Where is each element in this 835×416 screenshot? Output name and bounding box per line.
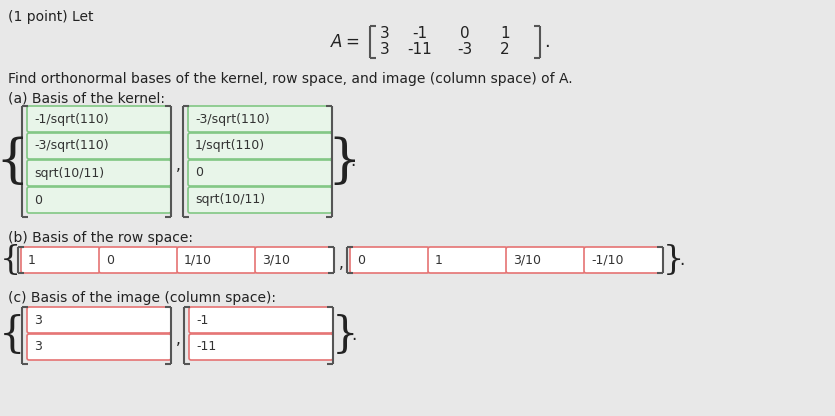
- Text: -1/10: -1/10: [591, 253, 624, 267]
- Text: {: {: [0, 244, 21, 276]
- Text: ,: ,: [339, 255, 344, 270]
- Text: -3: -3: [458, 42, 473, 57]
- Text: .: .: [351, 327, 357, 344]
- Text: 2: 2: [500, 42, 510, 57]
- Text: }: }: [662, 244, 684, 276]
- FancyBboxPatch shape: [584, 247, 663, 273]
- FancyBboxPatch shape: [27, 133, 171, 159]
- FancyBboxPatch shape: [188, 133, 332, 159]
- Text: 3: 3: [34, 314, 42, 327]
- Text: 0: 0: [357, 253, 365, 267]
- FancyBboxPatch shape: [99, 247, 178, 273]
- Text: 3/10: 3/10: [513, 253, 541, 267]
- FancyBboxPatch shape: [27, 334, 171, 360]
- FancyBboxPatch shape: [255, 247, 334, 273]
- Text: 0: 0: [460, 27, 470, 42]
- Text: 0: 0: [195, 166, 203, 179]
- Text: -3/sqrt(110): -3/sqrt(110): [34, 139, 109, 153]
- Text: Find orthonormal bases of the kernel, row space, and image (column space) of A.: Find orthonormal bases of the kernel, ro…: [8, 72, 573, 86]
- Text: -11: -11: [196, 341, 216, 354]
- Text: 1: 1: [435, 253, 443, 267]
- Text: -3/sqrt(110): -3/sqrt(110): [195, 112, 270, 126]
- Text: {: {: [0, 136, 29, 187]
- Text: }: }: [327, 136, 361, 187]
- Text: -1: -1: [412, 27, 428, 42]
- Text: (b) Basis of the row space:: (b) Basis of the row space:: [8, 231, 193, 245]
- Text: 3: 3: [380, 42, 390, 57]
- FancyBboxPatch shape: [188, 187, 332, 213]
- FancyBboxPatch shape: [177, 247, 256, 273]
- Text: sqrt(10/11): sqrt(10/11): [195, 193, 266, 206]
- FancyBboxPatch shape: [27, 160, 171, 186]
- FancyBboxPatch shape: [188, 106, 332, 132]
- Text: $A =$: $A =$: [331, 33, 360, 51]
- Text: ,: ,: [176, 332, 181, 347]
- Text: ,: ,: [176, 158, 181, 173]
- Text: 3/10: 3/10: [262, 253, 290, 267]
- Text: {: {: [0, 314, 25, 357]
- FancyBboxPatch shape: [27, 106, 171, 132]
- Text: 1: 1: [28, 253, 36, 267]
- Text: -1/sqrt(110): -1/sqrt(110): [34, 112, 109, 126]
- FancyBboxPatch shape: [188, 160, 332, 186]
- Text: sqrt(10/11): sqrt(10/11): [34, 166, 104, 179]
- FancyBboxPatch shape: [27, 187, 171, 213]
- FancyBboxPatch shape: [350, 247, 429, 273]
- Text: .: .: [679, 251, 684, 269]
- FancyBboxPatch shape: [27, 307, 171, 333]
- FancyBboxPatch shape: [189, 334, 333, 360]
- Text: 0: 0: [34, 193, 42, 206]
- Text: 3: 3: [34, 341, 42, 354]
- Text: 0: 0: [106, 253, 114, 267]
- Text: -1: -1: [196, 314, 209, 327]
- Text: 1: 1: [500, 27, 510, 42]
- Text: (c) Basis of the image (column space):: (c) Basis of the image (column space):: [8, 291, 276, 305]
- FancyBboxPatch shape: [189, 307, 333, 333]
- FancyBboxPatch shape: [506, 247, 585, 273]
- Text: 1/10: 1/10: [184, 253, 212, 267]
- Text: }: }: [331, 314, 358, 357]
- Text: 1/sqrt(110): 1/sqrt(110): [195, 139, 266, 153]
- Text: -11: -11: [407, 42, 433, 57]
- Text: .: .: [350, 153, 355, 171]
- FancyBboxPatch shape: [21, 247, 100, 273]
- Text: .: .: [544, 33, 549, 51]
- FancyBboxPatch shape: [428, 247, 507, 273]
- Text: (1 point) Let: (1 point) Let: [8, 10, 94, 24]
- Text: (a) Basis of the kernel:: (a) Basis of the kernel:: [8, 92, 165, 106]
- Text: 3: 3: [380, 27, 390, 42]
